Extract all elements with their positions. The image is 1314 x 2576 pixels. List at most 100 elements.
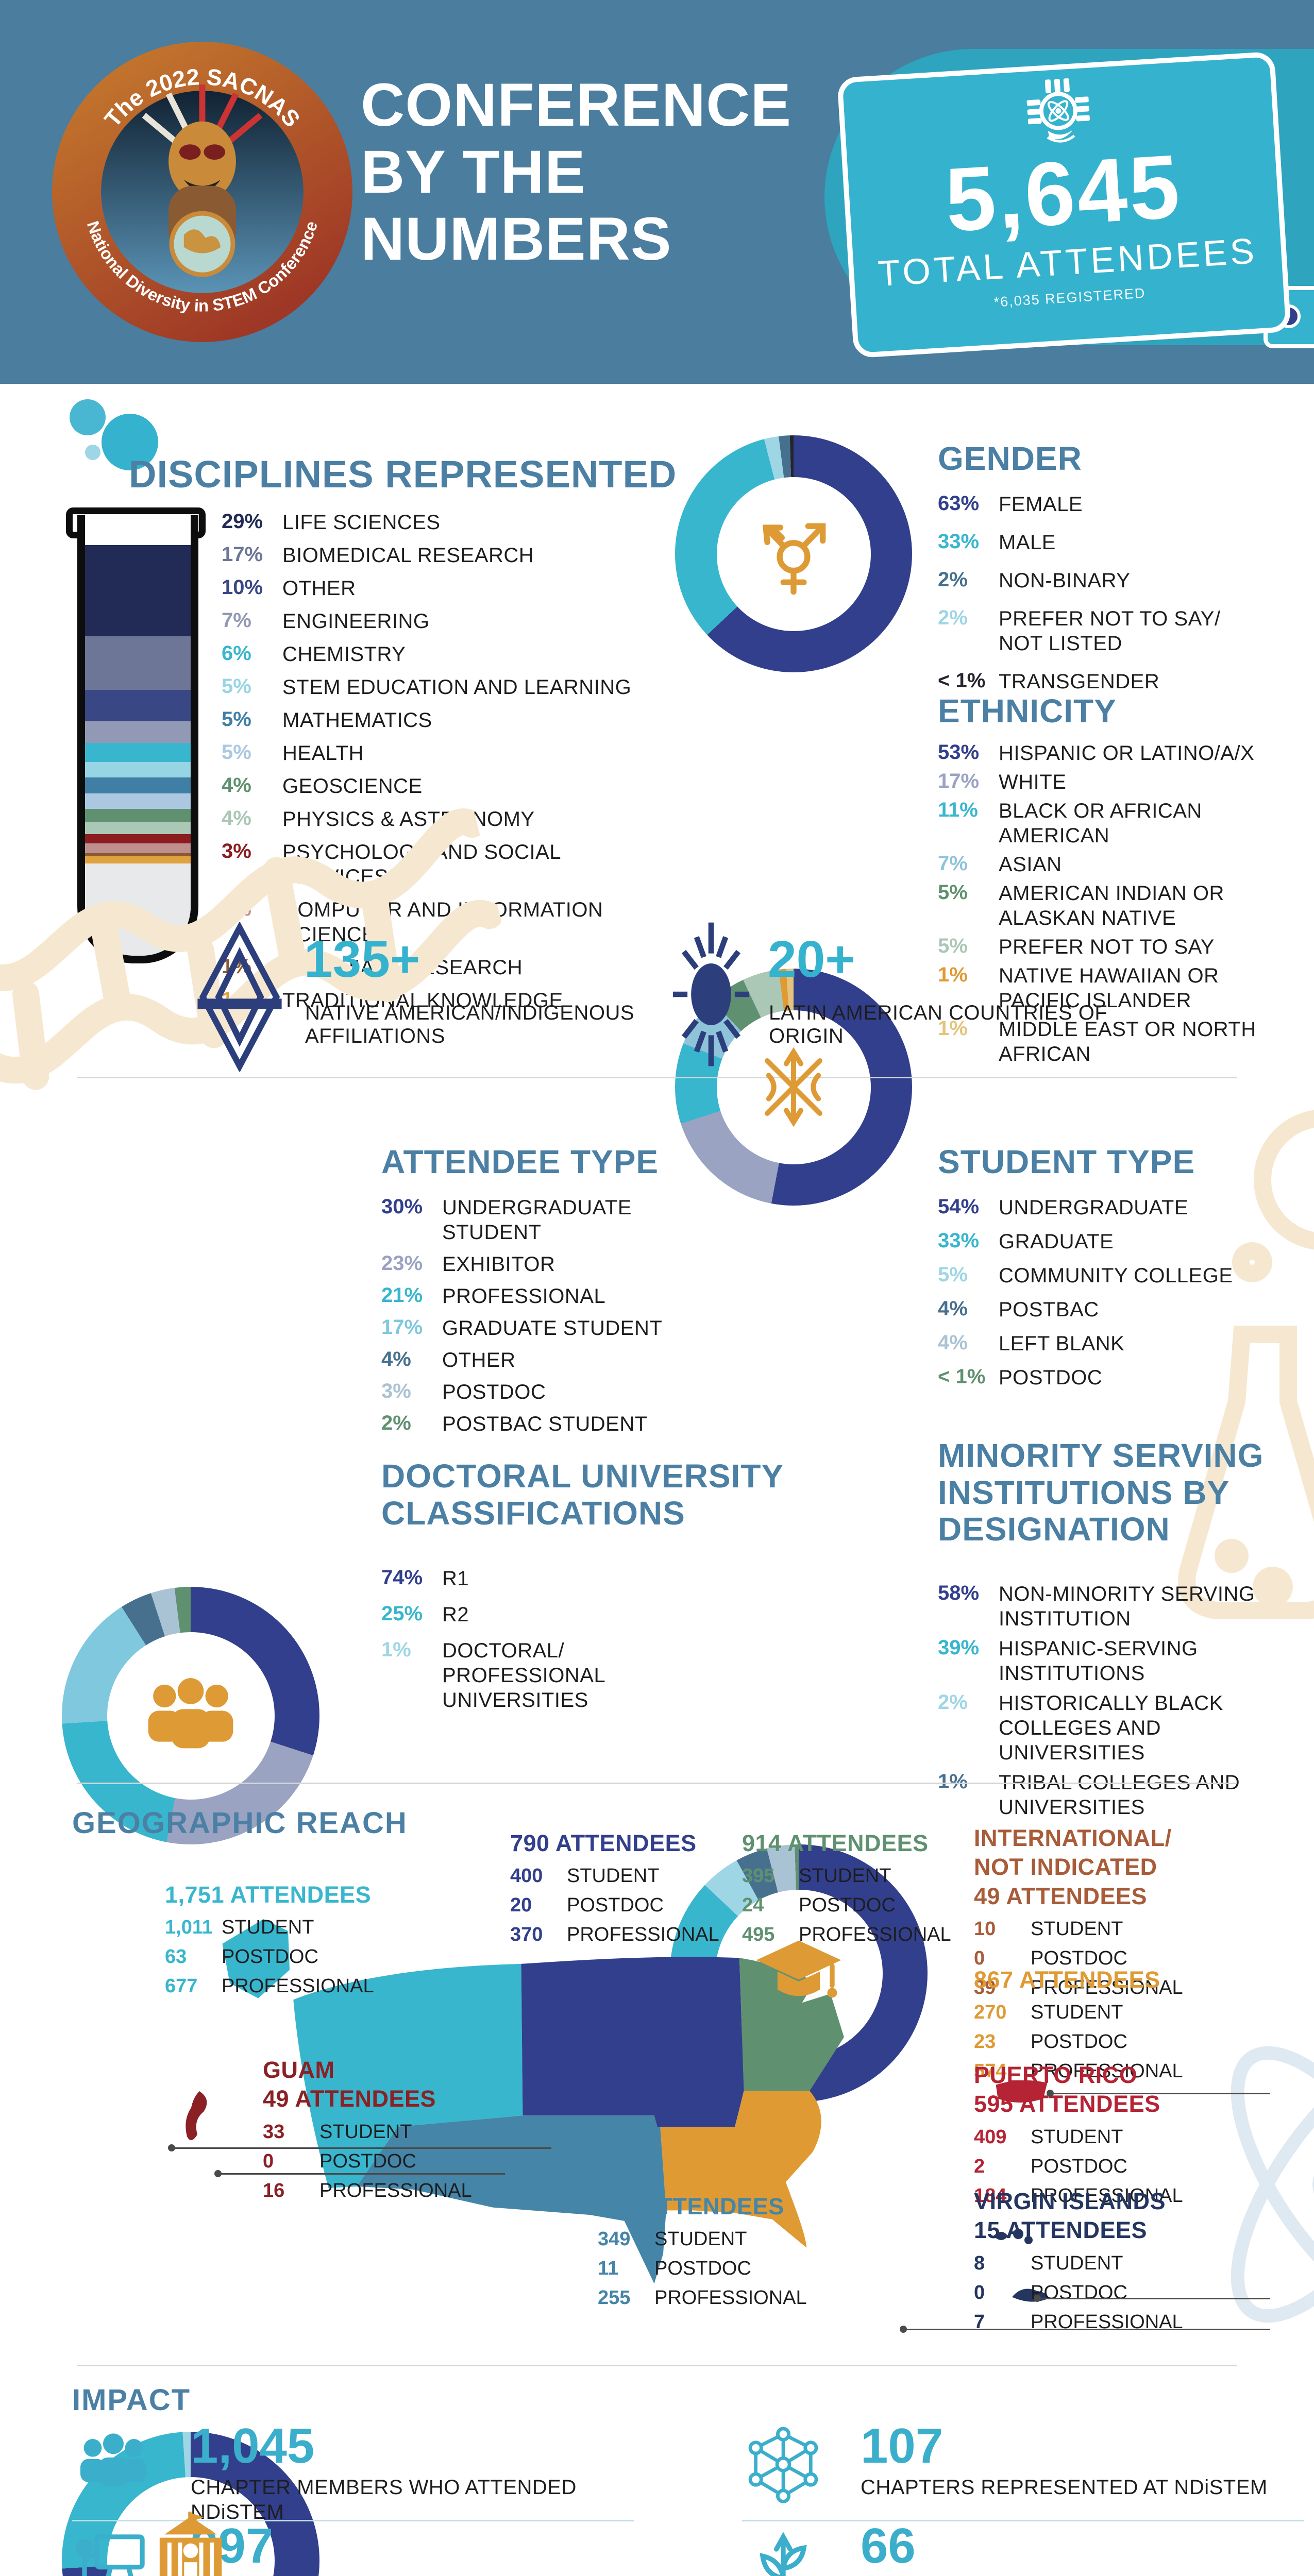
attendee-type-legend: 30% UNDERGRADUATE STUDENT 23% EXHIBITOR 21% P… bbox=[381, 1195, 670, 1444]
legend-row: 4% POSTBAC bbox=[938, 1297, 1257, 1322]
geo-callout-row: 270 STUDENT bbox=[974, 2002, 1221, 2024]
geo-value: 677 bbox=[165, 1975, 198, 1997]
university-icon bbox=[142, 2512, 240, 2576]
legend-row: 1% MATERIALS RESEARCH bbox=[222, 955, 665, 980]
impact-title: IMPACT bbox=[72, 2383, 191, 2417]
legend-label: OTHER bbox=[442, 1349, 516, 1371]
geo-callout-row: 1,011 STUDENT bbox=[165, 1917, 412, 1939]
geo-callout-heading: 49 ATTENDEES bbox=[974, 1883, 1148, 1909]
attendee-type-title: ATTENDEE TYPE bbox=[381, 1143, 659, 1180]
geo-callout-row: 495 PROFESSIONAL bbox=[742, 1924, 964, 1946]
geo-callout-heading: 595 ATTENDEES bbox=[974, 2091, 1160, 2117]
legend-label: HISPANIC OR LATINO/A/X bbox=[999, 742, 1255, 765]
geo-value: 23 bbox=[974, 2031, 996, 2053]
ethnicity-donut bbox=[675, 969, 912, 1206]
geo-callout-row: 400 STUDENT bbox=[510, 1865, 732, 1887]
geo-value: 16 bbox=[263, 2179, 285, 2201]
legend-percent: 29% bbox=[222, 510, 263, 533]
geo-label: PROFESSIONAL bbox=[319, 2179, 472, 2201]
map-region-west bbox=[293, 1963, 523, 2188]
legend-percent: 2% bbox=[938, 606, 968, 629]
legend-row: 6% CHEMISTRY bbox=[222, 642, 665, 667]
puerto-rico-shape bbox=[996, 2080, 1048, 2103]
virgin-islands-shape bbox=[993, 2229, 1033, 2244]
legend-row: 10% OTHER bbox=[222, 576, 665, 601]
legend-row: 3% PSYCHOLOGY AND SOCIAL SERVICES bbox=[222, 840, 665, 889]
legend-label: POSTDOC bbox=[999, 1366, 1103, 1389]
legend-percent: 7% bbox=[222, 609, 251, 632]
legend-percent: 7% bbox=[938, 852, 968, 875]
legend-label: GRADUATE STUDENT bbox=[442, 1317, 663, 1340]
geo-value: 39 bbox=[974, 1976, 996, 1998]
geo-label: POSTDOC bbox=[319, 2150, 416, 2172]
map-region-southeast bbox=[660, 2091, 821, 2248]
legend-row: 2% HISTORICALLY BLACK COLLEGES AND UNIVER… bbox=[938, 1691, 1257, 1765]
geo-callout-row: 8 STUDENT bbox=[974, 2252, 1221, 2275]
map-region-southcentral bbox=[357, 2115, 666, 2284]
geo-label: PROFESSIONAL bbox=[799, 1924, 951, 1946]
southeast-connector bbox=[900, 2326, 1270, 2333]
geo-callout-west: 1,751 ATTENDEES 1,011 STUDENT 63 POSTDOC 677 P… bbox=[165, 1880, 412, 1997]
geo-label: POSTDOC bbox=[654, 2258, 751, 2280]
geo-callout-row: 63 POSTDOC bbox=[165, 1946, 412, 1968]
legend-row: 5% COMMUNITY COLLEGE bbox=[938, 1263, 1257, 1288]
legend-row: 21% PROFESSIONAL bbox=[381, 1284, 670, 1309]
geo-callout-heading: PUERTO RICO bbox=[974, 2062, 1138, 2088]
legend-label: MIDDLE EAST OR NORTH AFRICAN bbox=[999, 1018, 1256, 1065]
map-region-northeast bbox=[739, 1958, 844, 2091]
map-region-midwest bbox=[521, 1957, 744, 2127]
geo-callout-southeast: 867 ATTENDEES 270 STUDENT 23 POSTDOC 574 PROFE… bbox=[974, 1965, 1221, 2082]
geo-value: 400 bbox=[510, 1865, 543, 1887]
native-affiliations-label: NATIVE AMERICAN/INDIGENOUS AFFILIATIONS bbox=[305, 1002, 635, 1047]
geo-callout-heading: 49 ATTENDEES bbox=[263, 2086, 436, 2112]
diamond-icon bbox=[197, 922, 282, 1072]
legend-label: POSTBAC STUDENT bbox=[442, 1413, 648, 1435]
legend-label: NON-BINARY bbox=[999, 569, 1131, 592]
legend-row: 1% TRIBAL COLLEGES AND UNIVERSITIES bbox=[938, 1770, 1257, 1820]
tube-band bbox=[85, 545, 191, 636]
legend-label: NON-MINORITY SERVING INSTITUTION bbox=[999, 1583, 1255, 1630]
doctoral-donut bbox=[62, 2432, 319, 2576]
geo-value: 63 bbox=[165, 1946, 187, 1968]
legend-percent: 53% bbox=[938, 741, 980, 764]
legend-label: HISPANIC-SERVING INSTITUTIONS bbox=[999, 1637, 1198, 1685]
legend-percent: 17% bbox=[938, 770, 980, 792]
legend-row: 2% POSTBAC STUDENT bbox=[381, 1412, 670, 1436]
geo-callout-heading: INTERNATIONAL/ bbox=[974, 1825, 1172, 1851]
legend-row: 2% PREFER NOT TO SAY/ NOT LISTED bbox=[938, 606, 1268, 656]
tube-band bbox=[85, 809, 191, 822]
geo-callout-row: 255 PROFESSIONAL bbox=[598, 2287, 824, 2309]
tube-band bbox=[85, 636, 191, 690]
legend-percent: 1% bbox=[938, 963, 968, 986]
geo-value: 0 bbox=[974, 1947, 985, 1969]
legend-percent: 10% bbox=[222, 576, 263, 599]
legend-percent: 17% bbox=[381, 1316, 423, 1338]
legend-percent: 23% bbox=[381, 1252, 423, 1275]
legend-percent: 5% bbox=[938, 935, 968, 957]
latin-countries-value: 20+ bbox=[768, 930, 855, 988]
legend-percent: 1% bbox=[938, 1770, 968, 1793]
logo-figure bbox=[142, 84, 263, 277]
legend-row: 23% EXHIBITOR bbox=[381, 1252, 670, 1277]
doctoral-legend: 74% R1 25% R2 1% DOCTORAL/ PROFESSIONAL UNIVE… bbox=[381, 1566, 690, 1724]
legend-row: < 1% TRANSGENDER bbox=[938, 669, 1268, 694]
geo-callout-heading: 1,751 ATTENDEES bbox=[165, 1882, 372, 1908]
legend-percent: < 1% bbox=[938, 669, 986, 692]
legend-row: 30% UNDERGRADUATE STUDENT bbox=[381, 1195, 670, 1245]
geo-value: 33 bbox=[263, 2121, 285, 2143]
impact-label: CHAPTER MEMBERS WHO ATTENDED NDiSTEM bbox=[191, 2476, 577, 2523]
geo-value: 0 bbox=[263, 2150, 274, 2172]
geo-value: 270 bbox=[974, 2002, 1007, 2024]
geo-callout-row: 370 PROFESSIONAL bbox=[510, 1924, 732, 1946]
legend-label: EXHIBITOR bbox=[442, 1253, 555, 1276]
i-growth bbox=[742, 2524, 824, 2576]
geo-label: STUDENT bbox=[1031, 2002, 1123, 2024]
legend-row: 58% NON-MINORITY SERVING INSTITUTION bbox=[938, 1582, 1257, 1631]
legend-label: HEALTH bbox=[282, 742, 364, 765]
puertorico-connector bbox=[1047, 2090, 1270, 2097]
geo-value: 184 bbox=[974, 2184, 1007, 2207]
geo-callout-heading: 790 ATTENDEES bbox=[510, 1830, 697, 1856]
geo-label: PROFESSIONAL bbox=[1031, 2184, 1183, 2207]
legend-row: 54% UNDERGRADUATE bbox=[938, 1195, 1257, 1220]
